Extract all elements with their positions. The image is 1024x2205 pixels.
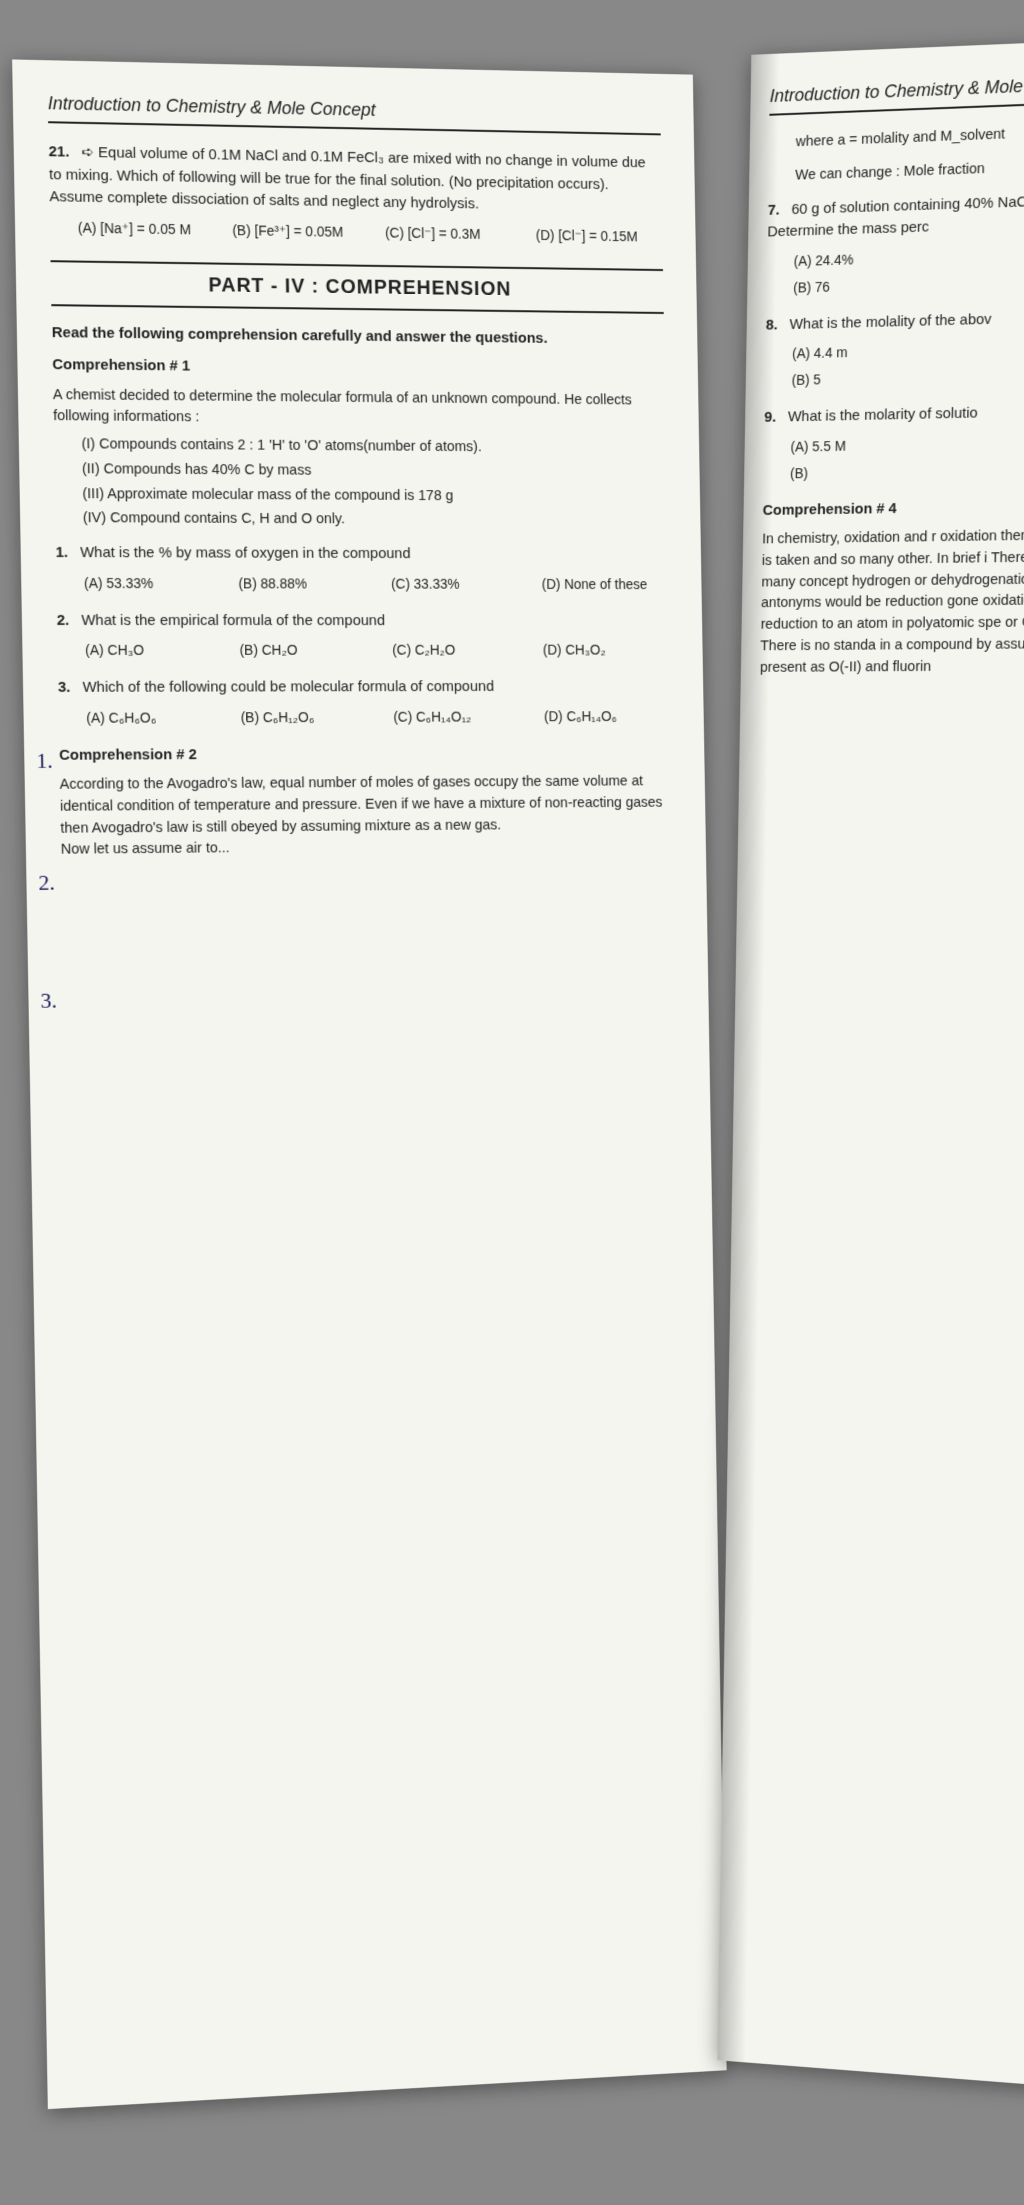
q3-opt-b: (B) C₆H₁₂O₆	[241, 706, 371, 727]
comp4-body: In chemistry, oxidation and r oxidation …	[760, 525, 1024, 679]
comp1-text: A chemist decided to determine the molec…	[53, 387, 632, 426]
handwritten-2: 2.	[38, 866, 55, 899]
info-ii: (II) Compounds has 40% C by mass	[82, 459, 667, 484]
q7-opt-b: (B) 76	[793, 274, 925, 298]
question-21: 21. ➪ Equal volume of 0.1M NaCl and 0.1M…	[48, 141, 662, 247]
comp2-body: According to the Avogadro's law, equal n…	[59, 771, 672, 861]
info-i: (I) Compounds contains 2 : 1 'H' to 'O' …	[81, 434, 666, 460]
q9-options: (A) 5.5 M (B)	[790, 431, 1024, 484]
q2-opt-b: (B) CH₂O	[239, 640, 369, 661]
q1-options: (A) 53.33% (B) 88.88% (C) 33.33% (D) Non…	[84, 573, 669, 595]
q7-opt-a: (A) 24.4%	[794, 247, 926, 272]
q21-options: (A) [Na⁺] = 0.05 M (B) [Fe³⁺] = 0.05M (C…	[78, 217, 663, 247]
question-9: 9. What is the molarity of solutio (A) 5…	[763, 400, 1024, 484]
q7-body: 60 g of solution containing 40% NaCl. De…	[767, 193, 1024, 241]
q9-body: What is the molarity of solutio	[788, 405, 978, 426]
q8-opt-a: (A) 4.4 m	[792, 340, 924, 364]
q3-opt-d: (D) C₆H₁₄O₆	[544, 706, 671, 727]
q3-body: Which of the following could be molecula…	[82, 678, 494, 696]
q8-options: (A) 4.4 m (B) 5	[791, 336, 1024, 390]
q2-options: (A) CH₃O (B) CH₂O (C) C₂H₂O (D) CH₃O₂	[85, 640, 670, 661]
handwritten-1: 1.	[36, 744, 53, 777]
q3-options: (A) C₆H₆O₆ (B) C₆H₁₂O₆ (C) C₆H₁₄O₁₂ (D) …	[86, 706, 671, 729]
info-iii: (III) Approximate molecular mass of the …	[82, 484, 667, 509]
q21-body: Equal volume of 0.1M NaCl and 0.1M FeCl₃…	[49, 144, 646, 212]
question-3: 3. Which of the following could be molec…	[58, 676, 671, 728]
q7-text: 7. 60 g of solution containing 40% NaCl.…	[767, 189, 1024, 244]
header-left: Introduction to Chemistry & Mole Concept	[48, 90, 661, 135]
q21-opt-a: (A) [Na⁺] = 0.05 M	[78, 217, 209, 240]
q8-body: What is the molality of the abov	[789, 310, 991, 332]
q3-opt-a: (A) C₆H₆O₆	[86, 707, 217, 728]
header-right: Introduction to Chemistry & Mole C	[769, 71, 1024, 116]
q1-opt-a: (A) 53.33%	[84, 573, 215, 594]
page-left: Introduction to Chemistry & Mole Concept…	[12, 59, 727, 2109]
right-line1: where a = molality and M_solvent	[796, 122, 1024, 154]
page-gutter-shadow	[717, 54, 780, 2063]
q2-num: 2.	[57, 611, 70, 628]
q21-text: 21. ➪ Equal volume of 0.1M NaCl and 0.1M…	[48, 141, 662, 219]
q8-opt-b: (B) 5	[791, 367, 923, 391]
q9-opt-b: (B)	[790, 461, 922, 484]
q21-opt-c: (C) [Cl⁻] = 0.3M	[385, 222, 513, 245]
q1-text: 1. What is the % by mass of oxygen in th…	[55, 542, 668, 566]
question-1: 1. What is the % by mass of oxygen in th…	[55, 542, 668, 594]
question-7: 7. 60 g of solution containing 40% NaCl.…	[766, 189, 1024, 299]
instruction: Read the following comprehension careful…	[52, 322, 665, 351]
q9-opt-a: (A) 5.5 M	[790, 434, 922, 457]
q2-opt-a: (A) CH₃O	[85, 640, 216, 661]
q21-num: 21.	[48, 143, 69, 160]
handwritten-3: 3.	[40, 984, 57, 1017]
right-line2: We can change : Mole fraction	[795, 155, 1024, 187]
comp2-tail: Now let us assume air to...	[61, 841, 230, 858]
q2-opt-c: (C) C₂H₂O	[392, 640, 520, 661]
q21-opt-d: (D) [Cl⁻] = 0.15M	[536, 225, 663, 248]
q2-body: What is the empirical formula of the com…	[81, 611, 385, 628]
q3-opt-c: (C) C₆H₁₄O₁₂	[393, 706, 521, 727]
q2-opt-d: (D) CH₃O₂	[543, 640, 670, 661]
comp2-text: According to the Avogadro's law, equal n…	[60, 774, 663, 837]
info-iv: (IV) Compound contains C, H and O only.	[83, 508, 668, 532]
q1-num: 1.	[55, 544, 68, 561]
q9-text: 9. What is the molarity of solutio	[764, 400, 1024, 429]
comp1-title: Comprehension # 1	[52, 354, 665, 383]
q8-text: 8. What is the molality of the abov	[766, 306, 1024, 337]
q21-arrow-icon: ➪	[81, 144, 94, 161]
question-2: 2. What is the empirical formula of the …	[57, 609, 670, 660]
comp1-info-list: (I) Compounds contains 2 : 1 'H' to 'O' …	[81, 434, 667, 532]
question-8: 8. What is the molality of the abov (A) …	[765, 306, 1024, 391]
q3-num: 3.	[58, 679, 71, 696]
q7-options: (A) 24.4% (B) 76	[793, 242, 1024, 298]
comp1-body: A chemist decided to determine the molec…	[53, 385, 668, 533]
q1-opt-d: (D) None of these	[542, 574, 669, 595]
part-title: PART - IV : COMPREHENSION	[51, 260, 664, 314]
comp4-title: Comprehension # 4	[762, 495, 1024, 522]
q2-text: 2. What is the empirical formula of the …	[57, 609, 670, 632]
q1-opt-b: (B) 88.88%	[238, 573, 368, 594]
q1-opt-c: (C) 33.33%	[391, 573, 519, 594]
page-right: Introduction to Chemistry & Mole C where…	[717, 39, 1024, 2089]
q3-text: 3. Which of the following could be molec…	[58, 676, 670, 699]
comp2-title: Comprehension # 2	[59, 742, 671, 767]
q1-body: What is the % by mass of oxygen in the c…	[80, 544, 411, 562]
q21-opt-b: (B) [Fe³⁺] = 0.05M	[232, 220, 362, 243]
